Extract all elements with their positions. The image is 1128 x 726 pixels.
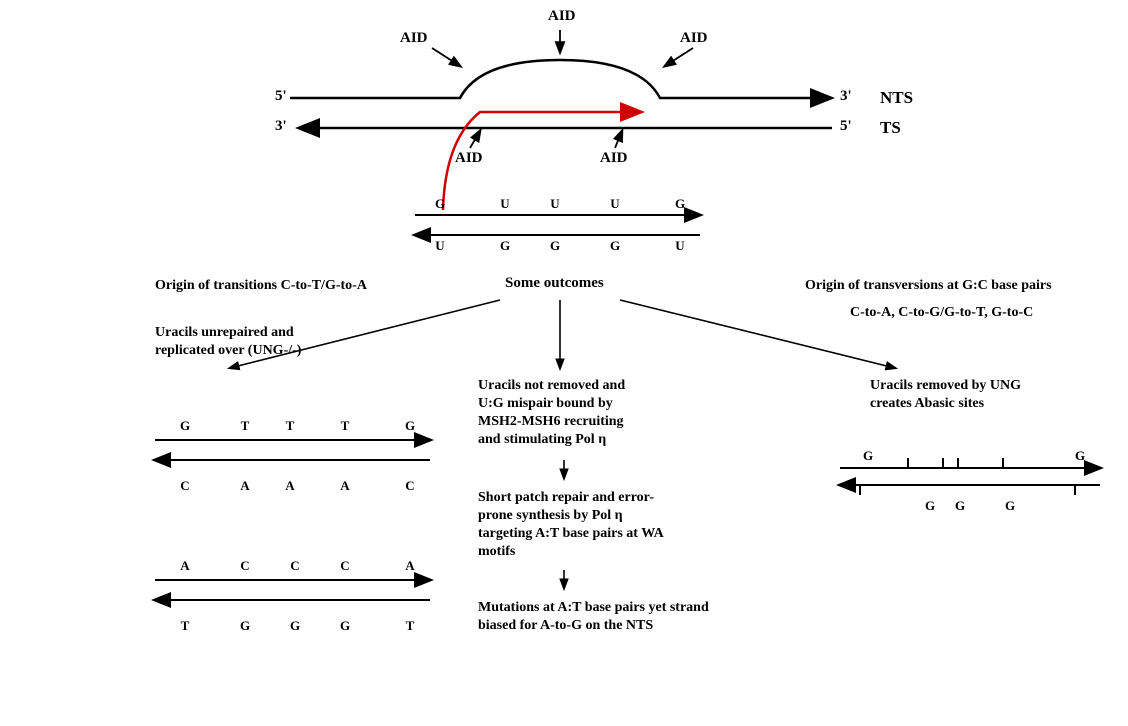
aid-arrow-br — [615, 131, 622, 148]
rt4: G — [1070, 448, 1090, 464]
ug-b-1: G — [495, 238, 515, 254]
nts-label: NTS — [880, 88, 913, 108]
aid-label-tl: AID — [400, 30, 428, 47]
aid-label-tm: AID — [548, 8, 576, 25]
mid-p2c: targeting A:T base pairs at WA — [478, 526, 664, 542]
ug-t-4: G — [670, 196, 690, 212]
l2t3: C — [335, 558, 355, 574]
ug-b-0: U — [430, 238, 450, 254]
mid-p2d: motifs — [478, 544, 515, 560]
aid-label-bl: AID — [455, 150, 483, 167]
left-h2b: replicated over (UNG-/-) — [155, 343, 301, 359]
l2b0: T — [175, 618, 195, 634]
rb1: G — [920, 498, 940, 514]
right-p1b: creates Abasic sites — [870, 396, 984, 412]
mid-p2a: Short patch repair and error- — [478, 490, 654, 506]
l2b1: G — [235, 618, 255, 634]
right-h1: Origin of transversions at G:C base pair… — [805, 278, 1052, 294]
l1b0: C — [175, 478, 195, 494]
mid-p2b: prone synthesis by Pol η — [478, 508, 623, 524]
ug-b-4: U — [670, 238, 690, 254]
nts-3prime: 3' — [840, 88, 852, 105]
rb3: G — [1000, 498, 1020, 514]
ug-b-3: G — [605, 238, 625, 254]
l1t0: G — [175, 418, 195, 434]
ug-t-3: U — [605, 196, 625, 212]
ug-t-1: U — [495, 196, 515, 212]
l2t0: A — [175, 558, 195, 574]
l1t2: T — [280, 418, 300, 434]
l2b2: G — [285, 618, 305, 634]
right-p1a: Uracils removed by UNG — [870, 378, 1021, 394]
l2t1: C — [235, 558, 255, 574]
left-h1: Origin of transitions C-to-T/G-to-A — [155, 278, 367, 294]
aid-label-br: AID — [600, 150, 628, 167]
aid-arrow-tr — [665, 48, 693, 66]
l1t3: T — [335, 418, 355, 434]
rb2: G — [950, 498, 970, 514]
ts-label: TS — [880, 118, 901, 138]
nts-strand — [300, 60, 830, 98]
l1b1: A — [235, 478, 255, 494]
l1b2: A — [280, 478, 300, 494]
l1t1: T — [235, 418, 255, 434]
rt0: G — [858, 448, 878, 464]
l2t2: C — [285, 558, 305, 574]
ug-t-0: G — [430, 196, 450, 212]
l2t4: A — [400, 558, 420, 574]
mid-p1b: U:G mispair bound by — [478, 396, 613, 412]
some-outcomes: Some outcomes — [505, 275, 604, 292]
aid-arrow-tl — [432, 48, 460, 66]
aid-label-tr: AID — [680, 30, 708, 47]
l2b3: G — [335, 618, 355, 634]
ts-5prime: 5' — [840, 118, 852, 135]
l1t4: G — [400, 418, 420, 434]
mid-p1d: and stimulating Pol η — [478, 432, 606, 448]
mid-p1c: MSH2-MSH6 recruiting — [478, 414, 624, 430]
nts-5prime: 5' — [275, 88, 287, 105]
mid-p3b: biased for A-to-G on the NTS — [478, 618, 653, 634]
mid-p1a: Uracils not removed and — [478, 378, 625, 394]
left-h2a: Uracils unrepaired and — [155, 325, 294, 341]
aid-arrow-bl — [470, 131, 480, 148]
mid-p3a: Mutations at A:T base pairs yet strand — [478, 600, 709, 616]
ug-t-2: U — [545, 196, 565, 212]
ts-3prime: 3' — [275, 118, 287, 135]
ug-b-2: G — [545, 238, 565, 254]
l1b3: A — [335, 478, 355, 494]
right-h2: C-to-A, C-to-G/G-to-T, G-to-C — [850, 305, 1033, 321]
l1b4: C — [400, 478, 420, 494]
l2b4: T — [400, 618, 420, 634]
